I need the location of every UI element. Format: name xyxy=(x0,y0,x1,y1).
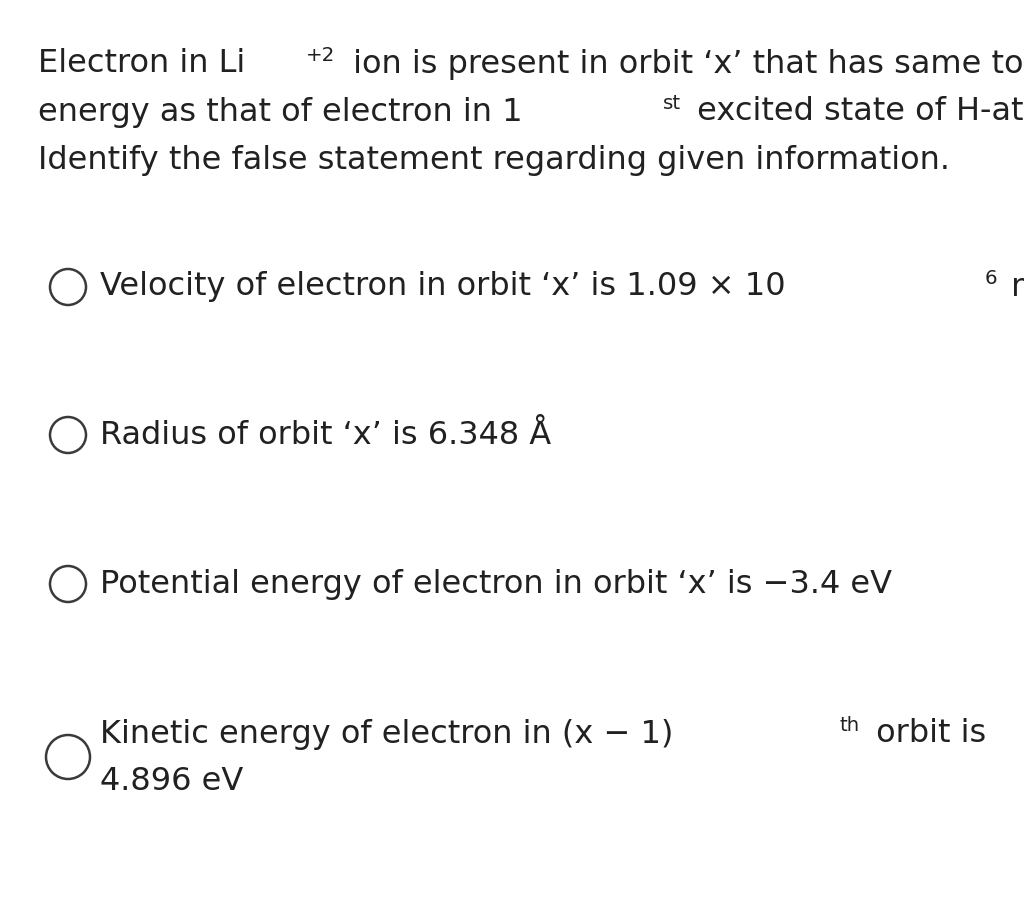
Text: excited state of H-atom.: excited state of H-atom. xyxy=(687,97,1024,127)
Text: 6: 6 xyxy=(985,269,997,288)
Text: st: st xyxy=(664,94,681,113)
Text: orbit is: orbit is xyxy=(866,719,986,750)
Text: ion is present in orbit ‘x’ that has same total: ion is present in orbit ‘x’ that has sam… xyxy=(343,49,1024,79)
Text: energy as that of electron in 1: energy as that of electron in 1 xyxy=(38,97,522,127)
Text: m/s: m/s xyxy=(1001,272,1024,302)
Text: th: th xyxy=(840,716,860,735)
Text: Radius of orbit ‘x’ is 6.348 Å: Radius of orbit ‘x’ is 6.348 Å xyxy=(100,419,551,450)
Text: Identify the false statement regarding given information.: Identify the false statement regarding g… xyxy=(38,144,950,176)
Text: +2: +2 xyxy=(305,46,335,65)
Text: Velocity of electron in orbit ‘x’ is 1.09 × 10: Velocity of electron in orbit ‘x’ is 1.0… xyxy=(100,272,785,302)
Text: Electron in Li: Electron in Li xyxy=(38,49,246,79)
Text: Kinetic energy of electron in (x − 1): Kinetic energy of electron in (x − 1) xyxy=(100,719,674,750)
Text: 4.896 eV: 4.896 eV xyxy=(100,767,244,797)
Text: Potential energy of electron in orbit ‘x’ is −3.4 eV: Potential energy of electron in orbit ‘x… xyxy=(100,568,892,600)
